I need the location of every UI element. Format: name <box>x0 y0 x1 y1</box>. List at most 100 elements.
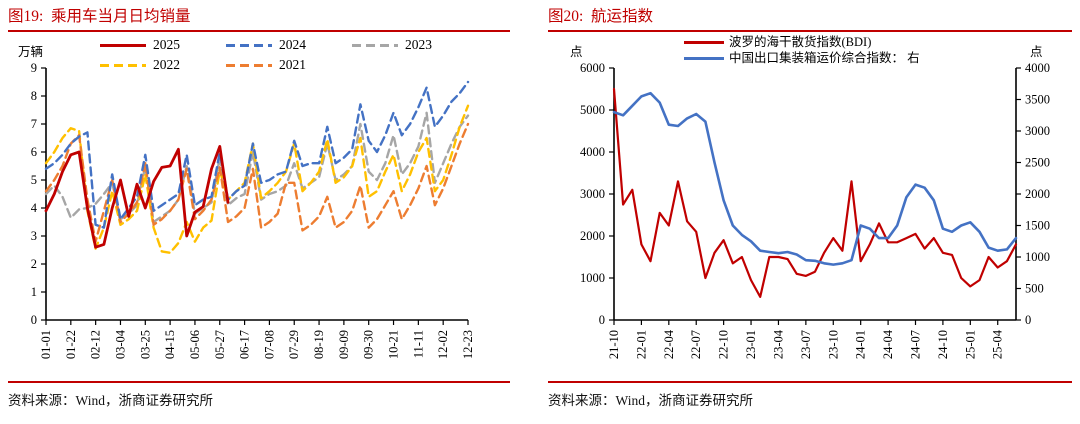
x-tick-label: 23-07 <box>799 330 813 359</box>
series-line-中国出口集装箱运价综合指数： 右 <box>612 91 1018 266</box>
series-line-2025 <box>44 145 230 249</box>
legend-label-2021: 2021 <box>279 57 306 72</box>
y-tick-label: 0 <box>31 313 37 327</box>
x-tick-label: 07-29 <box>287 330 301 359</box>
y-axis-unit-right: 点 <box>1030 45 1043 59</box>
legend-swatch-2023 <box>352 43 398 47</box>
figure-19-title: 图19: 乘用车当月日均销量 <box>8 8 191 25</box>
legend-item-2022: 2022 <box>100 57 226 73</box>
legend-item-2023: 2023 <box>352 37 478 53</box>
x-tick-label: 07-08 <box>262 330 276 359</box>
y-tick-label-right: 4000 <box>1025 61 1050 75</box>
y-tick-label: 7 <box>31 117 37 131</box>
y-tick-label-right: 2500 <box>1025 156 1050 170</box>
x-tick-label: 22-07 <box>689 330 703 359</box>
x-tick-label: 22-04 <box>662 329 676 359</box>
y-tick-label: 0 <box>599 313 605 327</box>
figure-20-source: 资料来源：Wind，浙商证券研究所 <box>548 393 753 408</box>
y-tick-label: 4000 <box>580 145 605 159</box>
x-tick-label: 08-19 <box>312 330 326 359</box>
legend-label-ccfi: 中国出口集装箱运价综合指数： 右 <box>729 51 920 65</box>
legend-label-2022: 2022 <box>153 57 180 72</box>
x-tick-label: 02-12 <box>89 330 103 359</box>
legend-label-bdi: 波罗的海干散货指数(BDI) <box>729 35 872 49</box>
x-tick-label: 06-17 <box>238 330 252 359</box>
x-tick-label: 22-10 <box>717 330 731 359</box>
legend-item-2024: 2024 <box>226 37 352 53</box>
x-tick-label: 25-04 <box>991 329 1005 359</box>
x-tick-label: 04-15 <box>163 330 177 359</box>
figure-20-panel: 图20: 航运指数 0 1000 2000 3000 4000 5000 6000 0 500 1… <box>548 6 1072 409</box>
x-tick-label: 24-04 <box>881 329 895 359</box>
legend-swatch-2022 <box>100 63 146 67</box>
legend-swatch-ccfi <box>684 56 724 60</box>
series-line-波罗的海干散货指数(BDI) <box>612 87 1018 298</box>
figure-20-legend: 波罗的海干散货指数(BDI) 中国出口集装箱运价综合指数： 右 <box>684 34 920 66</box>
y-tick-label-right: 2000 <box>1025 187 1050 201</box>
y-tick-label: 1000 <box>580 271 605 285</box>
figure-20-title: 图20: 航运指数 <box>548 8 654 25</box>
x-tick-label: 12-23 <box>461 330 475 359</box>
x-tick-label: 12-02 <box>436 330 450 359</box>
y-tick-label: 6 <box>31 145 37 159</box>
figure-19-legend: 2025 2024 2023 2022 2021 <box>100 37 478 73</box>
y-tick-label: 3 <box>31 229 37 243</box>
legend-item-ccfi: 中国出口集装箱运价综合指数： 右 <box>684 50 920 66</box>
y-tick-label: 3000 <box>580 187 605 201</box>
y-tick-label-right: 3500 <box>1025 93 1050 107</box>
legend-swatch-2025 <box>100 43 146 47</box>
x-tick-label: 01-01 <box>39 330 53 359</box>
x-tick-label: 03-04 <box>113 329 127 359</box>
x-tick-label: 24-01 <box>854 330 868 359</box>
x-tick-label: 23-10 <box>826 330 840 359</box>
x-tick-label: 05-27 <box>213 330 227 359</box>
x-tick-label: 01-22 <box>64 330 78 359</box>
y-tick-label: 4 <box>31 201 38 215</box>
x-tick-label: 24-10 <box>936 330 950 359</box>
x-tick-label: 22-01 <box>634 330 648 359</box>
legend-label-2025: 2025 <box>153 37 180 52</box>
figure-20-chart-area: 0 1000 2000 3000 4000 5000 6000 0 500 1000 1500 200… <box>548 32 1072 378</box>
legend-item-bdi: 波罗的海干散货指数(BDI) <box>684 34 920 50</box>
series-line-2022 <box>44 104 470 255</box>
x-tick-label: 05-06 <box>188 330 202 359</box>
x-tick-label: 23-01 <box>744 330 758 359</box>
y-tick-label-right: 500 <box>1025 282 1044 296</box>
y-axis-unit-left: 点 <box>570 45 583 59</box>
legend-item-2025: 2025 <box>100 37 226 53</box>
figure-19-bottom-rule <box>8 381 510 383</box>
figure-20-title-rule <box>548 30 1072 32</box>
y-tick-label: 6000 <box>580 61 605 75</box>
series-line-2021 <box>44 122 470 243</box>
y-tick-label-right: 1500 <box>1025 219 1050 233</box>
y-tick-label: 9 <box>31 61 37 75</box>
figure-19-title-rule <box>8 30 510 32</box>
x-tick-label: 03-25 <box>138 330 152 359</box>
legend-swatch-2021 <box>226 63 272 67</box>
legend-label-2024: 2024 <box>279 37 306 52</box>
legend-swatch-2024 <box>226 43 272 47</box>
figure-19-plot: 0 1 2 3 4 5 6 7 8 9 万辆 01-01 01-22 02-12 03-04 03-25 04-… <box>18 45 475 359</box>
y-tick-label: 8 <box>31 89 37 103</box>
x-tick-label: 25-01 <box>963 330 977 359</box>
x-tick-label: 09-30 <box>362 330 376 359</box>
legend-label-2023: 2023 <box>405 37 432 52</box>
x-tick-label: 11-11 <box>411 330 425 358</box>
x-tick-label: 10-21 <box>387 330 401 359</box>
y-tick-label-right: 3000 <box>1025 124 1050 138</box>
y-tick-label: 2 <box>31 257 37 271</box>
y-tick-label: 5 <box>31 173 37 187</box>
y-tick-label: 1 <box>31 285 37 299</box>
figure-20-plot: 0 1000 2000 3000 4000 5000 6000 0 500 1000 1500 200… <box>570 45 1050 359</box>
x-tick-label: 21-10 <box>607 330 621 359</box>
x-tick-label: 24-07 <box>909 330 923 359</box>
figure-19-panel: 图19: 乘用车当月日均销量 0 1 2 3 4 5 6 7 8 9 万辆 01-01 01-22 02-… <box>8 6 510 409</box>
figure-19-chart-area: 0 1 2 3 4 5 6 7 8 9 万辆 01-01 01-22 02-12 03-04 03-25 04-… <box>8 32 510 378</box>
y-tick-label: 2000 <box>580 229 605 243</box>
figure-19-source: 资料来源：Wind，浙商证券研究所 <box>8 393 213 408</box>
y-tick-label: 5000 <box>580 103 605 117</box>
figure-20-bottom-rule <box>548 381 1072 383</box>
legend-item-2021: 2021 <box>226 57 352 73</box>
y-tick-label-right: 1000 <box>1025 250 1050 264</box>
